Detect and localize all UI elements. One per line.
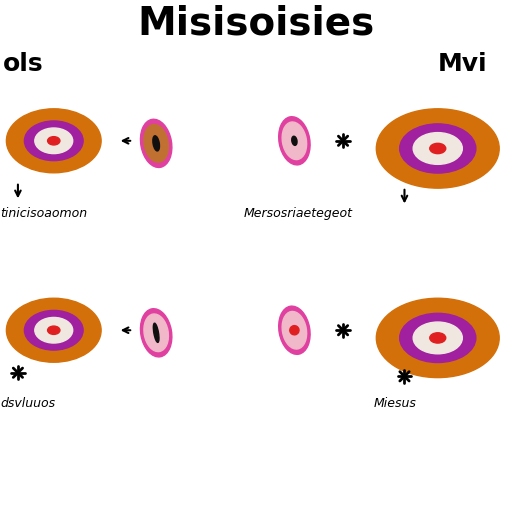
Ellipse shape [376, 298, 499, 378]
Ellipse shape [292, 136, 297, 145]
Ellipse shape [25, 121, 83, 161]
Ellipse shape [144, 124, 168, 162]
Ellipse shape [35, 317, 73, 343]
Text: Mvi: Mvi [438, 52, 487, 76]
Ellipse shape [279, 306, 310, 354]
Text: tinicisoaomon: tinicisoaomon [0, 207, 87, 220]
Ellipse shape [153, 323, 159, 343]
Text: ols: ols [3, 52, 43, 76]
Ellipse shape [400, 124, 476, 173]
Ellipse shape [6, 109, 101, 173]
Text: Misisoisies: Misisoisies [137, 4, 375, 42]
Ellipse shape [48, 326, 60, 334]
Ellipse shape [400, 313, 476, 362]
Ellipse shape [140, 309, 172, 357]
Ellipse shape [430, 143, 446, 154]
Ellipse shape [282, 122, 307, 160]
Ellipse shape [35, 128, 73, 154]
Ellipse shape [25, 310, 83, 350]
Text: Mersosriaetegeot: Mersosriaetegeot [243, 207, 352, 220]
Ellipse shape [140, 119, 172, 167]
Ellipse shape [144, 314, 168, 352]
Ellipse shape [413, 322, 462, 354]
Ellipse shape [430, 333, 446, 343]
Ellipse shape [413, 133, 462, 164]
Ellipse shape [279, 117, 310, 165]
Text: dsvluuos: dsvluuos [0, 397, 55, 410]
Text: Miesus: Miesus [374, 397, 417, 410]
Ellipse shape [48, 137, 60, 145]
Ellipse shape [376, 109, 499, 188]
Ellipse shape [6, 298, 101, 362]
Ellipse shape [153, 136, 159, 151]
Ellipse shape [290, 326, 299, 335]
Ellipse shape [282, 311, 307, 349]
